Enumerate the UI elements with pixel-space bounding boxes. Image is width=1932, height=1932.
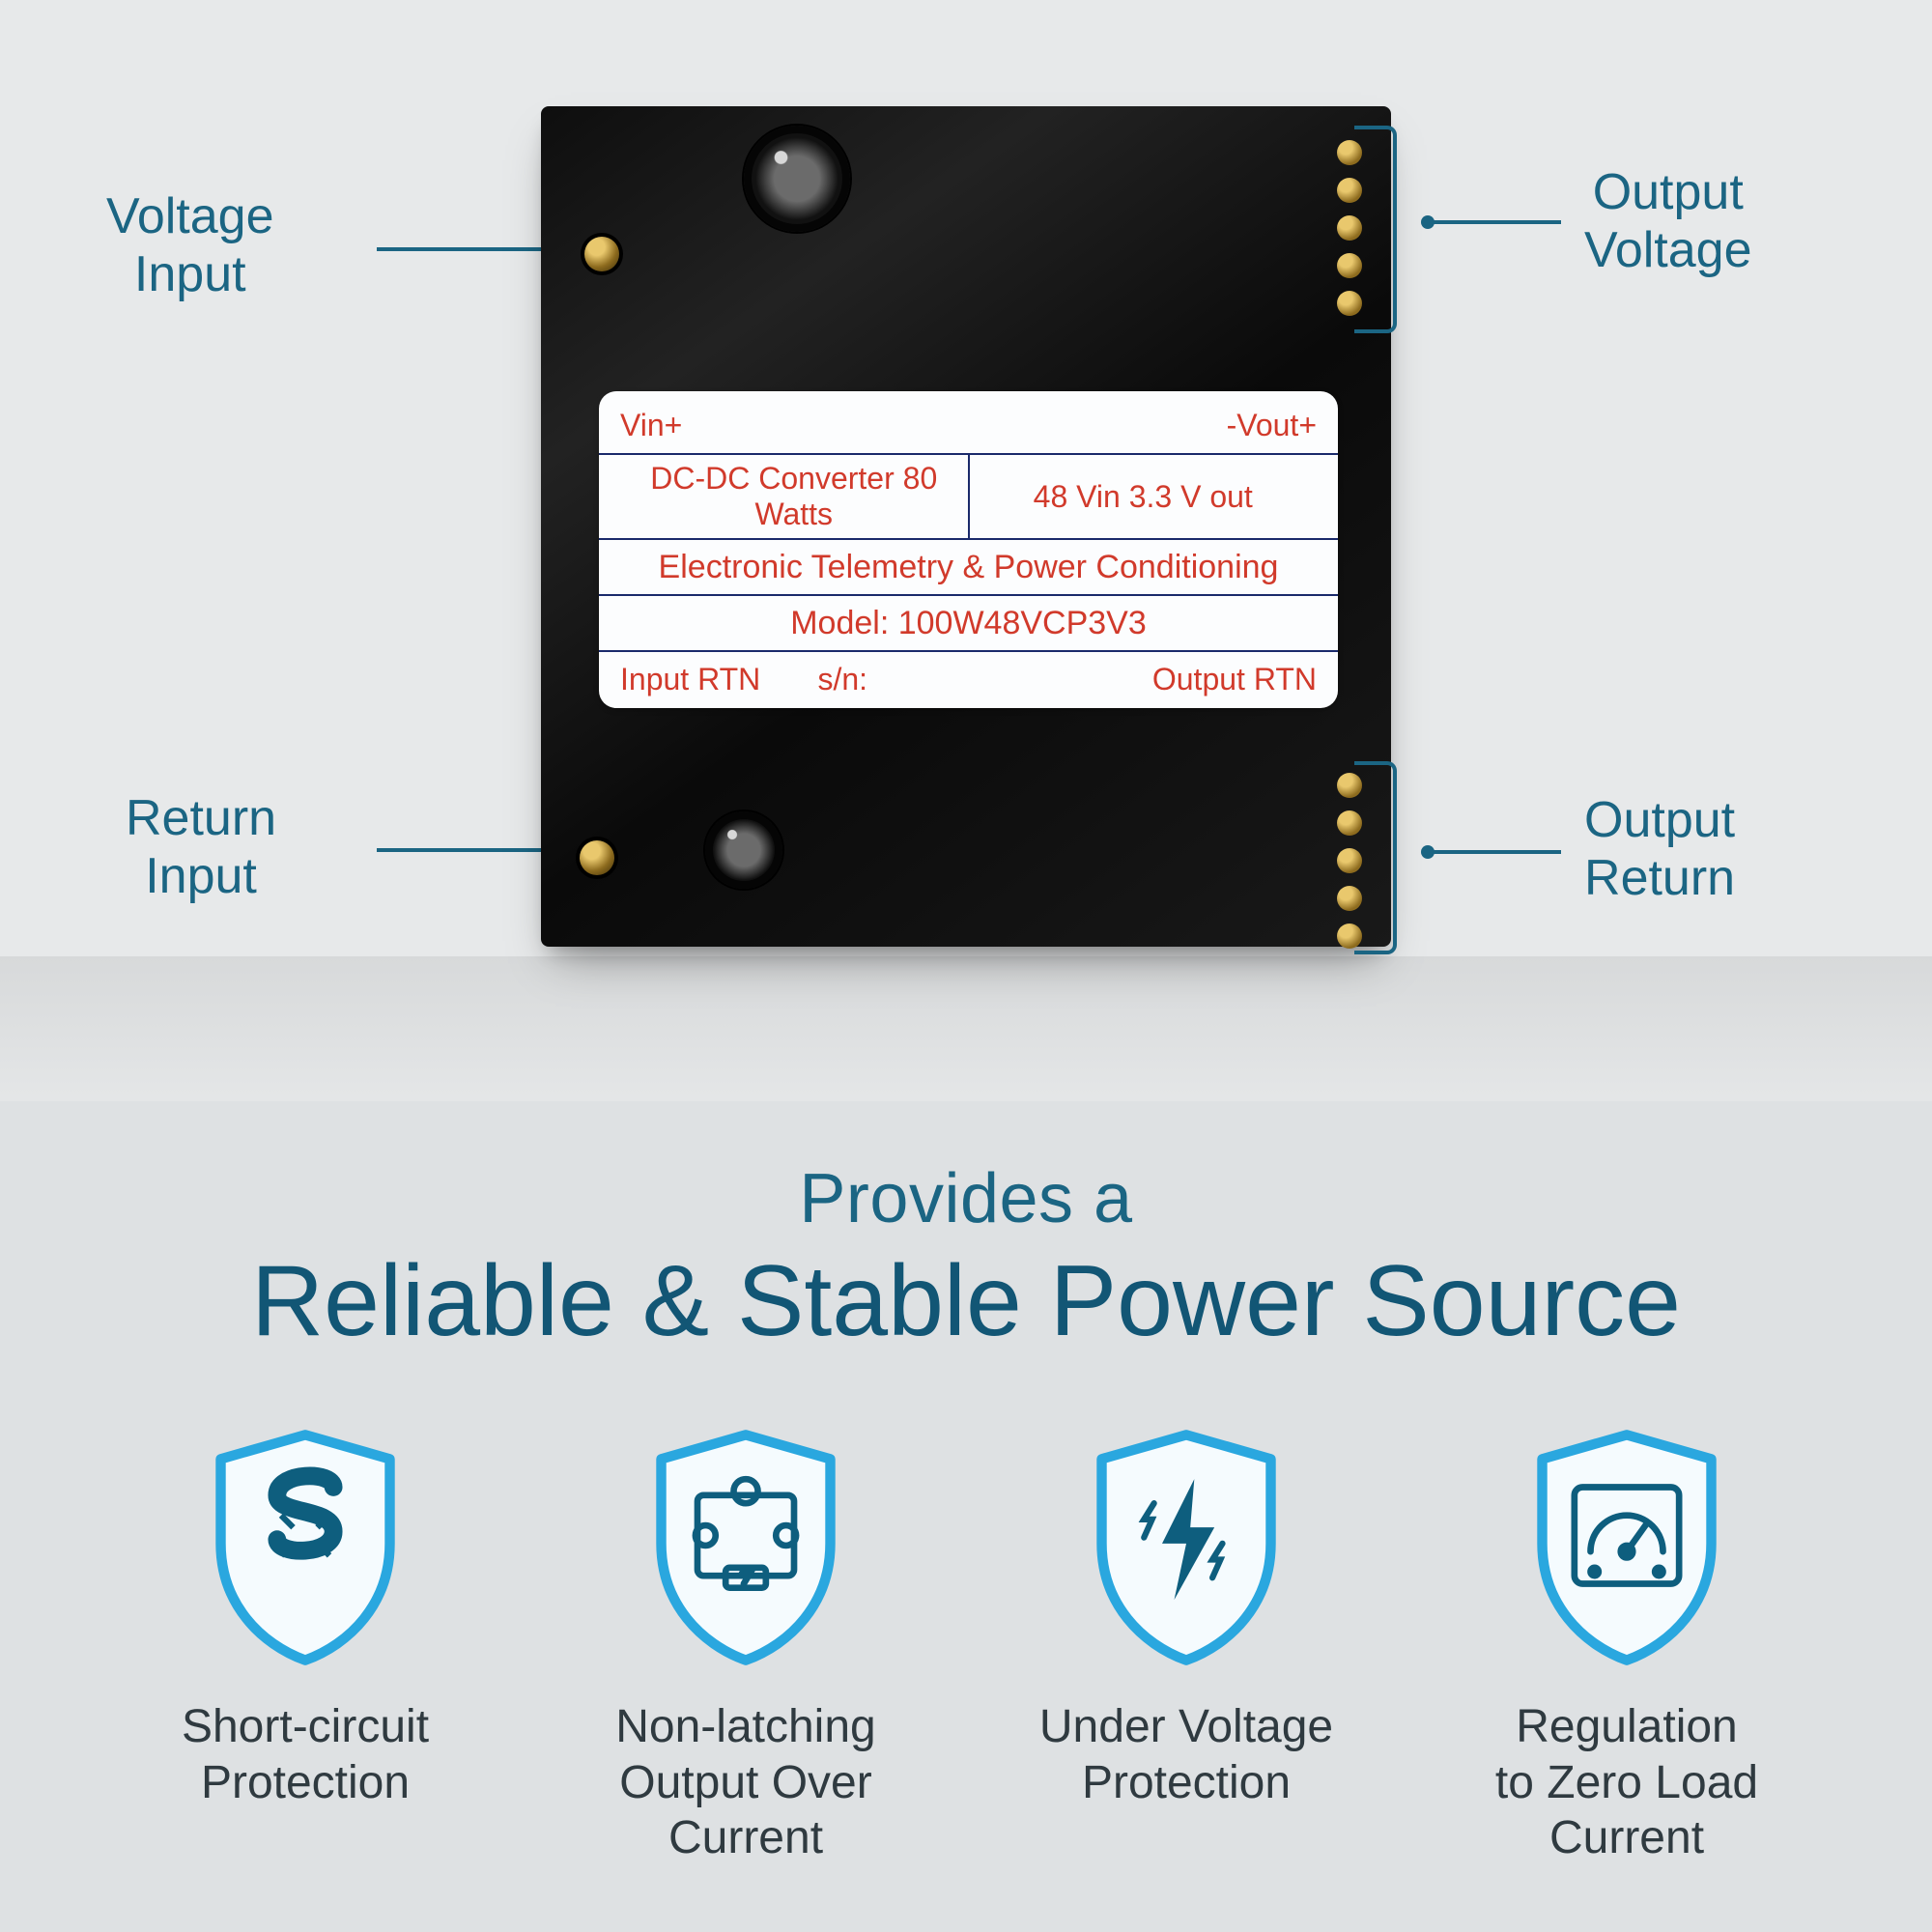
feature-caption: Regulation xyxy=(1516,1701,1738,1752)
feature-caption: Current xyxy=(1549,1812,1704,1863)
shield-zero-load-icon xyxy=(1525,1427,1728,1668)
label-vout: -Vout+ xyxy=(1227,408,1317,443)
feature-short-circuit: Short-circuit Protection xyxy=(112,1427,498,1866)
label-model: Model: 100W48VCP3V3 xyxy=(790,605,1147,642)
screw-icon xyxy=(744,126,850,232)
shield-short-circuit-icon xyxy=(204,1427,407,1668)
marketing-band: Provides a Reliable & Stable Power Sourc… xyxy=(0,1101,1932,1932)
label-output-rtn: Output RTN xyxy=(1152,662,1317,697)
terminal-pin xyxy=(580,840,614,875)
converter-module: Vin+ -Vout+ DC-DC Converter 80 Watts 48 … xyxy=(541,106,1391,947)
feature-caption: Under Voltage xyxy=(1039,1701,1333,1752)
feature-caption: Current xyxy=(668,1812,823,1863)
feature-caption: Short-circuit xyxy=(182,1701,429,1752)
label-input-rtn: Input RTN xyxy=(620,662,760,697)
text: Return xyxy=(1584,850,1735,906)
feature-over-current: Non-latching Output Over Current xyxy=(553,1427,939,1866)
screw-icon xyxy=(705,811,782,889)
feature-zero-load: Regulation to Zero Load Current xyxy=(1434,1427,1820,1866)
text: Input xyxy=(145,848,257,904)
pin-bracket xyxy=(1354,761,1397,954)
feature-caption: Output Over xyxy=(619,1757,871,1808)
callout-output-return: Output Return xyxy=(1584,792,1735,908)
leader-line xyxy=(1428,850,1561,854)
text: Output xyxy=(1584,792,1735,848)
feature-row: Short-circuit Protection xyxy=(0,1427,1932,1866)
feature-caption: Protection xyxy=(201,1757,410,1808)
feature-under-voltage: Under Voltage Protection xyxy=(993,1427,1379,1866)
text: Input xyxy=(134,246,246,302)
headline-large: Reliable & Stable Power Source xyxy=(0,1244,1932,1359)
text: Voltage xyxy=(1584,222,1752,278)
label-vin: Vin+ xyxy=(620,408,682,443)
callout-voltage-input: Voltage Input xyxy=(106,188,274,304)
label-voltage-spec: 48 Vin 3.3 V out xyxy=(970,479,1318,515)
feature-caption: Protection xyxy=(1082,1757,1291,1808)
text: Voltage xyxy=(106,188,274,244)
text: Output xyxy=(1593,164,1744,220)
text: Return xyxy=(126,790,276,846)
leader-line xyxy=(1428,220,1561,224)
shield-over-current-icon xyxy=(644,1427,847,1668)
label-company: Electronic Telemetry & Power Conditionin… xyxy=(659,549,1279,586)
headline-small: Provides a xyxy=(0,1159,1932,1238)
label-serial: s/n: xyxy=(760,662,924,697)
product-label-plate: Vin+ -Vout+ DC-DC Converter 80 Watts 48 … xyxy=(599,391,1338,708)
label-wattage: DC-DC Converter 80 Watts xyxy=(620,461,968,532)
callout-output-voltage: Output Voltage xyxy=(1584,164,1752,280)
shield-under-voltage-icon xyxy=(1085,1427,1288,1668)
feature-caption: Non-latching xyxy=(615,1701,875,1752)
pin-bracket xyxy=(1354,126,1397,333)
feature-caption: to Zero Load xyxy=(1495,1757,1758,1808)
callout-return-input: Return Input xyxy=(126,790,276,906)
terminal-pin xyxy=(584,237,619,271)
